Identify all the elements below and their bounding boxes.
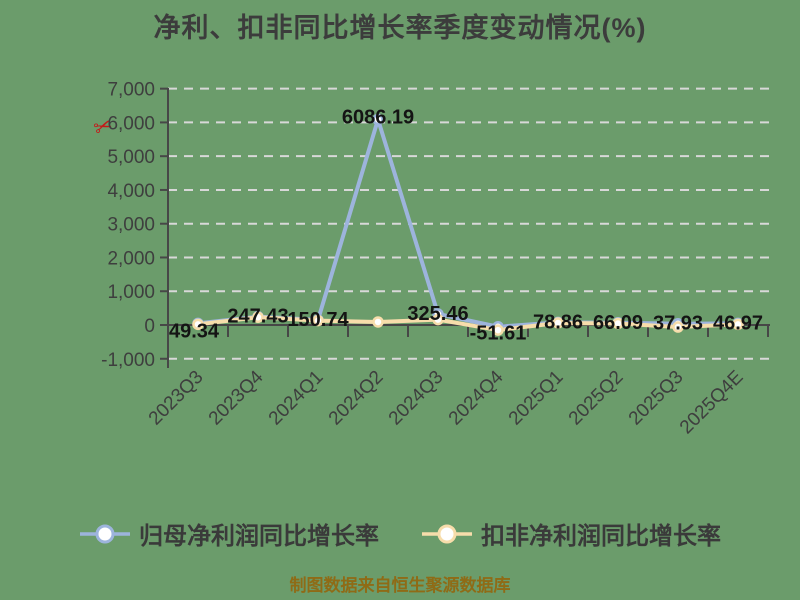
- data-point-marker: [612, 317, 624, 330]
- data-value-label: 150.74: [287, 309, 349, 331]
- series-line-1: [196, 315, 740, 333]
- x-tick-label: 2023Q3: [145, 367, 208, 430]
- plot-area: 7,000 6,000 5,000 4,000 3,000 2,000 1,000 0 -1,0…: [101, 80, 770, 439]
- legend-item-net-profit-growth[interactable]: 归母净利润同比增长率: [79, 516, 379, 551]
- x-tick-label: 2023Q4: [205, 366, 268, 429]
- y-tick-label: 5,000: [107, 147, 155, 168]
- data-value-label: 6086.19: [342, 107, 414, 129]
- data-point-marker: [552, 317, 564, 329]
- x-tick-label: 2024Q3: [385, 367, 448, 430]
- data-point-marker: [432, 313, 444, 326]
- data-point-marker: [672, 321, 684, 333]
- data-value-label: 37.93: [653, 313, 703, 335]
- y-tick-label: 1,000: [107, 282, 155, 303]
- data-point-marker: [192, 318, 204, 331]
- data-point-marker: [372, 316, 384, 328]
- net-profit-series-marker-icon: [80, 524, 130, 543]
- y-tick-label: 2,000: [107, 248, 155, 269]
- data-point-marker: [732, 318, 744, 331]
- data-point-marker: [372, 113, 384, 126]
- y-tick-label: 4,000: [107, 181, 155, 202]
- data-value-label: -51.61: [470, 323, 527, 345]
- x-tick-label: 2024Q2: [325, 367, 388, 430]
- y-tick-label: 6,000: [107, 113, 155, 134]
- data-value-label: 46.97: [713, 312, 763, 334]
- data-value-label: 78.86: [533, 311, 583, 333]
- legend-item-deducted-profit-growth[interactable]: 扣非净利润同比增长率: [421, 516, 721, 551]
- data-value-label: 325.46: [407, 303, 468, 325]
- y-tick-label: 0: [144, 316, 155, 337]
- chart-title: 净利、扣非同比增长率季度变动情况(%): [153, 13, 647, 43]
- data-source-caption: 制图数据来自恒生聚源数据库: [289, 576, 511, 595]
- y-tick-label: -1,000: [101, 350, 155, 371]
- y-tick-label: 7,000: [107, 80, 155, 101]
- x-tick-label: 2025Q2: [565, 367, 628, 430]
- data-point-marker: [312, 314, 324, 327]
- legend-label-net-profit: 归母净利润同比增长率: [139, 523, 379, 550]
- x-tick-label: 2024Q1: [265, 367, 328, 430]
- y-tick-label: 3,000: [107, 215, 155, 236]
- data-point-marker: [252, 311, 264, 323]
- data-value-label: 247.43: [227, 306, 288, 328]
- x-tick-label: 2025Q1: [505, 367, 568, 430]
- deducted-profit-series-marker-icon: [422, 524, 472, 543]
- x-tick-label: 2025Q4E: [676, 367, 748, 439]
- data-value-label: 66.09: [593, 312, 643, 334]
- data-point-marker: [492, 324, 504, 336]
- data-value-label: 49.34: [169, 320, 220, 342]
- legend-label-deducted-profit: 扣非净利润同比增长率: [481, 523, 721, 550]
- legend: 归母净利润同比增长率 扣非净利润同比增长率: [0, 516, 800, 551]
- x-tick-label: 2024Q4: [445, 366, 508, 429]
